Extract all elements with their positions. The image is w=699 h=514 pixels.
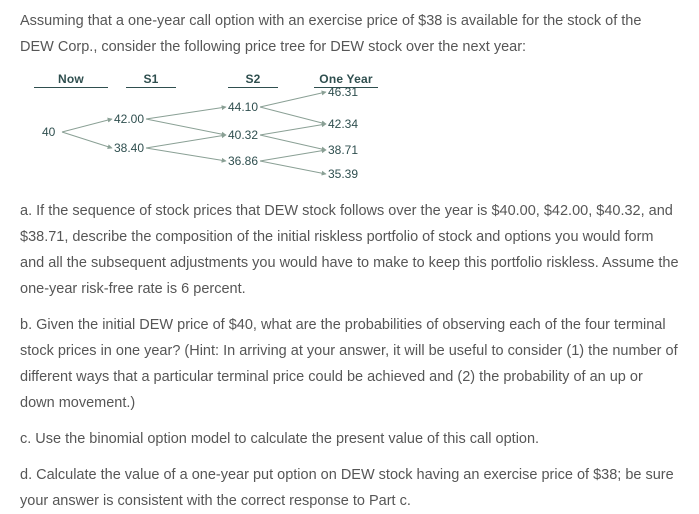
price-tree-diagram: Now S1 S2 One Year 40 42.00 38.40 44.10 … [28,70,420,186]
tree-branch-lines [61,90,327,176]
tree-node-s2-dd: 36.86 [228,154,259,168]
tree-node-final-4: 35.39 [328,167,359,181]
intro-paragraph: Assuming that a one-year call option wit… [20,13,642,55]
tree-node-s1-up: 42.00 [114,112,145,126]
tree-node-now: 40 [42,125,56,139]
tree-header-one-year: One Year [314,72,378,88]
tree-node-final-3: 38.71 [328,143,359,157]
tree-header-s1: S1 [126,72,176,88]
tree-node-s2-ud: 40.32 [228,128,259,142]
question-b: b. Given the initial DEW price of $40, w… [20,317,678,411]
question-c: c. Use the binomial option model to calc… [20,431,540,447]
tree-node-s1-down: 38.40 [114,141,145,155]
tree-header-now: Now [34,72,108,88]
question-d: d. Calculate the value of a one-year put… [20,467,674,509]
tree-header-s2: S2 [228,72,278,88]
tree-node-final-2: 42.34 [328,117,359,131]
tree-node-s2-uu: 44.10 [228,100,259,114]
tree-node-final-1: 46.31 [328,85,359,99]
question-a: a. If the sequence of stock prices that … [20,203,679,297]
